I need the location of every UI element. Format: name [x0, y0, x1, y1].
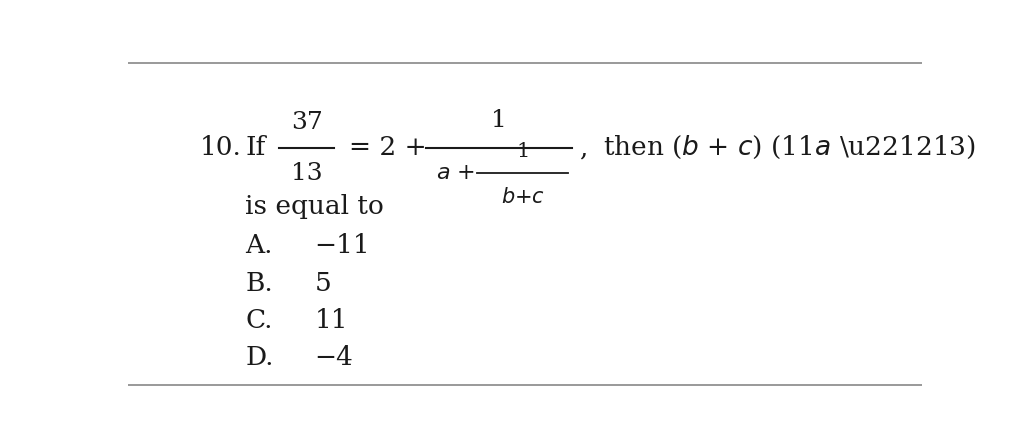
- Text: 37: 37: [291, 111, 323, 134]
- Text: 1: 1: [516, 142, 529, 161]
- Text: 1: 1: [492, 109, 507, 132]
- Text: −11: −11: [314, 233, 370, 258]
- Text: = 2 +: = 2 +: [348, 135, 426, 160]
- Text: 10.: 10.: [200, 135, 242, 160]
- Text: 5: 5: [314, 271, 331, 296]
- Text: $a$ +: $a$ +: [436, 162, 475, 184]
- Text: ,: ,: [579, 135, 587, 160]
- Text: 13: 13: [291, 161, 323, 184]
- Text: is equal to: is equal to: [246, 194, 384, 220]
- Text: A.: A.: [246, 233, 273, 258]
- Text: then ($b$ + $c$) (11$a$ \u221213): then ($b$ + $c$) (11$a$ \u221213): [602, 134, 976, 161]
- Text: −4: −4: [314, 345, 353, 370]
- Text: C.: C.: [246, 308, 273, 333]
- Text: $b$+$c$: $b$+$c$: [501, 187, 545, 208]
- Text: B.: B.: [246, 271, 273, 296]
- Text: 11: 11: [314, 308, 348, 333]
- Text: If: If: [246, 135, 265, 160]
- Text: D.: D.: [246, 345, 274, 370]
